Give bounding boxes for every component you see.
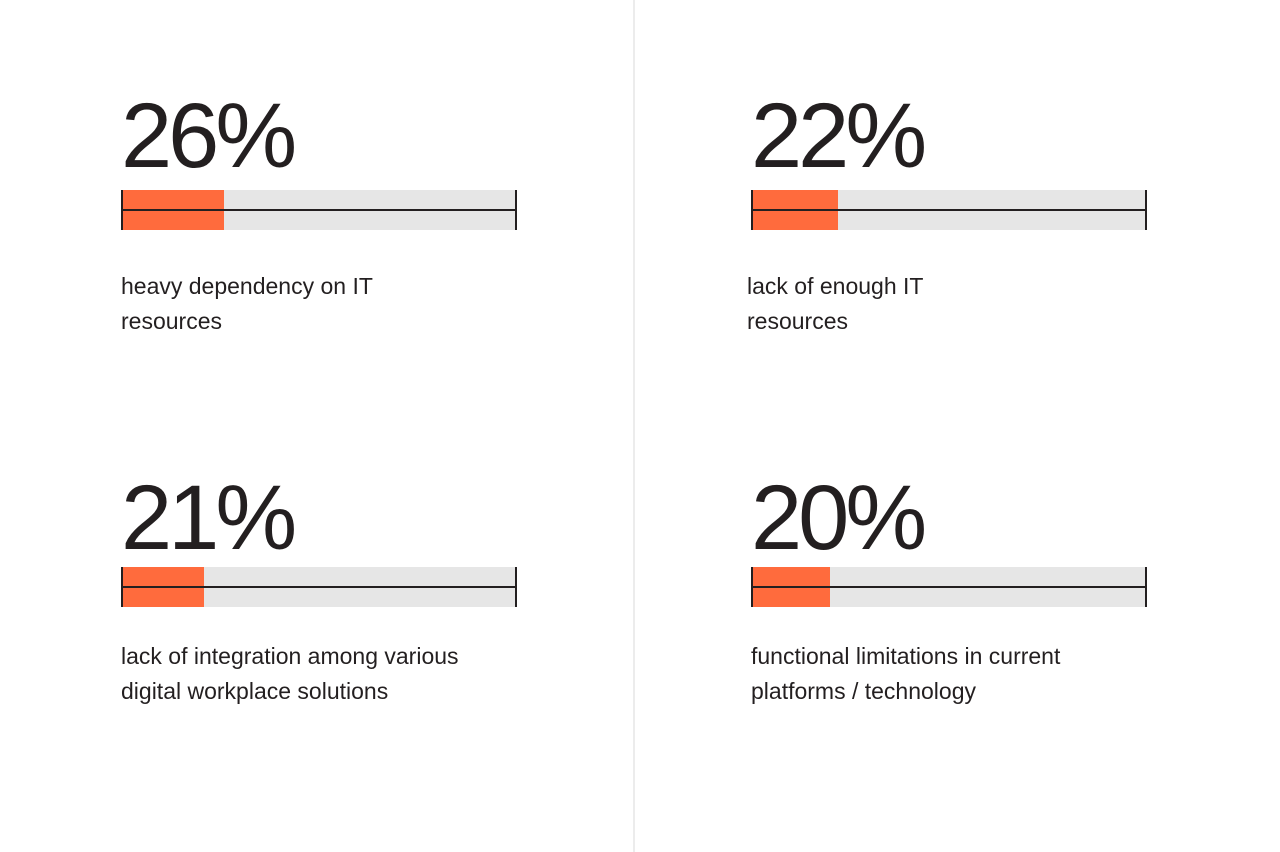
progress-bar-end-tick (515, 567, 517, 607)
progress-bar (121, 190, 517, 230)
stat-card-2: 22% lack of enough IT resources (747, 85, 1151, 334)
stat-caption: heavy dependency on IT resources (121, 269, 373, 339)
progress-bar-end-tick (1145, 567, 1147, 607)
progress-bar-start-tick (751, 190, 753, 230)
stat-caption: lack of integration among various digita… (121, 639, 459, 709)
stat-caption-line: functional limitations in current (751, 643, 1061, 669)
progress-bar (751, 190, 1147, 230)
progress-bar-end-tick (1145, 190, 1147, 230)
progress-bar-start-tick (751, 567, 753, 607)
stat-card-3: 21% lack of integration among various di… (121, 467, 521, 704)
progress-bar-start-tick (121, 567, 123, 607)
stat-caption-line: heavy dependency on IT (121, 273, 373, 299)
stat-caption: lack of enough IT resources (747, 269, 923, 339)
stat-caption-line: platforms / technology (751, 678, 977, 704)
progress-bar-line (751, 209, 1147, 211)
stat-card-4: 20% functional limitations in current pl… (751, 467, 1151, 704)
progress-bar-line (751, 586, 1147, 588)
stat-value: 21% (121, 467, 297, 569)
stat-caption-line: resources (121, 308, 222, 334)
stat-caption-line: lack of enough IT (747, 273, 924, 299)
progress-bar-start-tick (121, 190, 123, 230)
progress-bar-end-tick (515, 190, 517, 230)
column-divider (633, 0, 635, 852)
stat-value: 26% (121, 85, 297, 187)
progress-bar (751, 567, 1147, 607)
stat-caption-line: digital workplace solutions (121, 678, 389, 704)
stat-caption: functional limitations in current platfo… (751, 639, 1060, 709)
stat-value: 22% (751, 85, 927, 187)
progress-bar (121, 567, 517, 607)
progress-bar-line (121, 209, 517, 211)
stat-caption-line: lack of integration among various (121, 643, 459, 669)
stat-card-1: 26% heavy dependency on IT resources (121, 85, 521, 334)
progress-bar-line (121, 586, 517, 588)
stat-value: 20% (751, 467, 927, 569)
stat-caption-line: resources (747, 308, 848, 334)
